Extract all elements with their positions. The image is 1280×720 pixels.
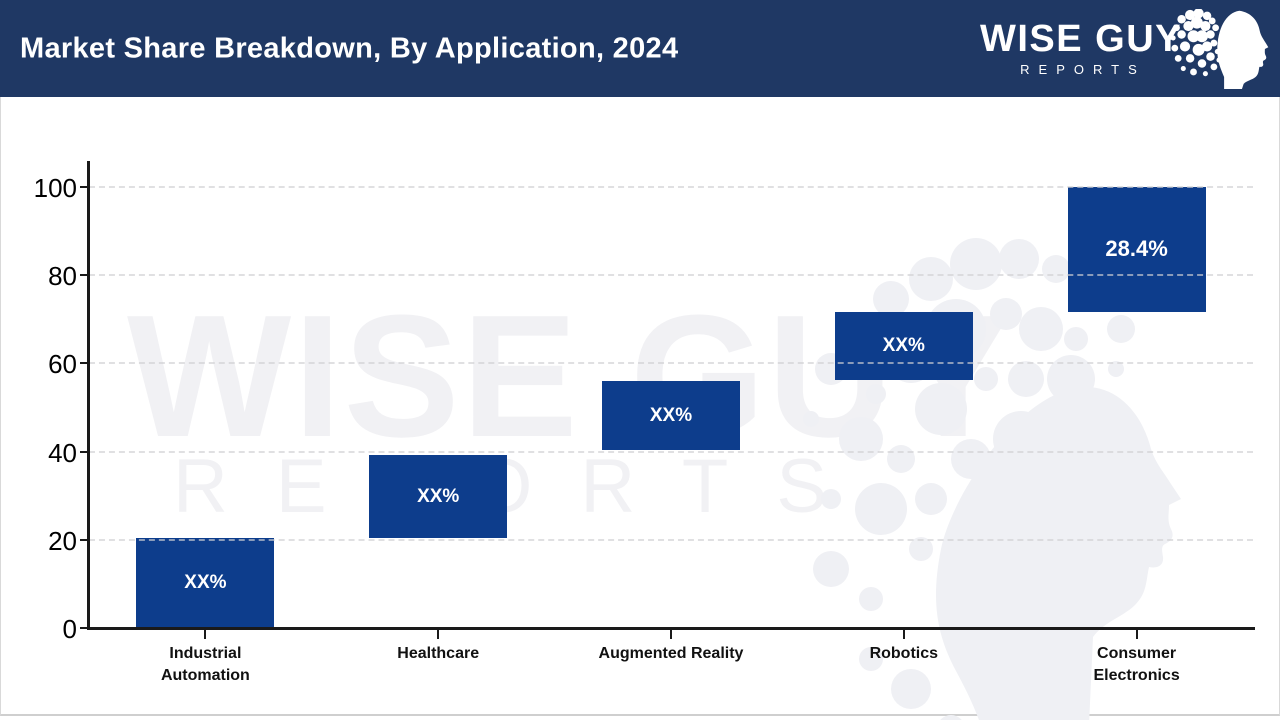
- gridline-40: [89, 450, 1253, 453]
- x-tick-label-robotics: Robotics: [869, 645, 939, 662]
- bar-value-label-industrial-automation: XX%: [184, 572, 227, 593]
- logo-face-icon: [1170, 8, 1269, 89]
- x-tick-label-industrial-automation: Industrial Automation: [160, 645, 250, 684]
- logo-subtitle: REPORTS: [1020, 62, 1146, 77]
- x-tick-label-healthcare: Healthcare: [397, 645, 480, 662]
- x-tick-mark-consumer-electronics: [1135, 630, 1138, 639]
- bar-value-label-augmented-reality: XX%: [649, 404, 693, 426]
- x-axis-line: [87, 627, 1255, 630]
- chart-canvas: WISE GUY REPORTS: [0, 97, 1280, 720]
- y-tick-mark-100: [80, 186, 88, 188]
- gridline-60: [89, 362, 1253, 365]
- y-tick-mark-60: [80, 362, 88, 365]
- bar-value-label-robotics: XX%: [882, 334, 925, 356]
- bar-healthcare: XX%: [369, 455, 508, 539]
- y-tick-mark-40: [80, 450, 88, 453]
- bar-value-label-consumer-electronics: 28.4%: [1105, 236, 1168, 262]
- bar-consumer-electronics: 28.4%: [1067, 187, 1206, 312]
- x-tick-mark-healthcare: [437, 630, 440, 639]
- x-tick-mark-robotics: [902, 630, 905, 639]
- x-tick-label-consumer-electronics: Consumer Electronics: [1093, 645, 1180, 684]
- y-tick-label-80: 80: [48, 261, 77, 292]
- y-tick-mark-20: [80, 538, 88, 541]
- y-tick-label-60: 60: [48, 349, 77, 380]
- bar-value-label-healthcare: XX%: [417, 485, 460, 507]
- wise-guy-logo: WISE GUY REPORTS: [980, 4, 1270, 93]
- gridline-20: [89, 538, 1253, 541]
- header-band: Market Share Breakdown, By Application, …: [0, 0, 1280, 97]
- y-tick-mark-80: [80, 274, 88, 277]
- y-tick-label-40: 40: [48, 437, 77, 468]
- logo-text: WISE GUY REPORTS: [980, 20, 1182, 77]
- y-tick-label-20: 20: [48, 525, 77, 556]
- x-tick-mark-augmented-reality: [670, 630, 672, 639]
- y-tick-mark-0: [80, 627, 88, 629]
- watermark-face-pattern: [803, 238, 1181, 720]
- y-axis-line: [87, 161, 90, 630]
- y-tick-label-100: 100: [33, 173, 77, 203]
- gridline-80: [89, 274, 1253, 277]
- y-tick-label-0: 0: [62, 614, 77, 644]
- bar-industrial-automation: XX%: [136, 538, 275, 628]
- bar-augmented-reality: XX%: [602, 381, 740, 451]
- page-title: Market Share Breakdown, By Application, …: [20, 32, 679, 64]
- bar-robotics: XX%: [834, 311, 973, 381]
- gridline-100: [89, 186, 1253, 188]
- x-tick-label-augmented-reality: Augmented Reality: [598, 645, 744, 662]
- x-tick-mark-industrial-automation: [204, 630, 207, 639]
- logo-wordmark: WISE GUY: [979, 18, 1182, 60]
